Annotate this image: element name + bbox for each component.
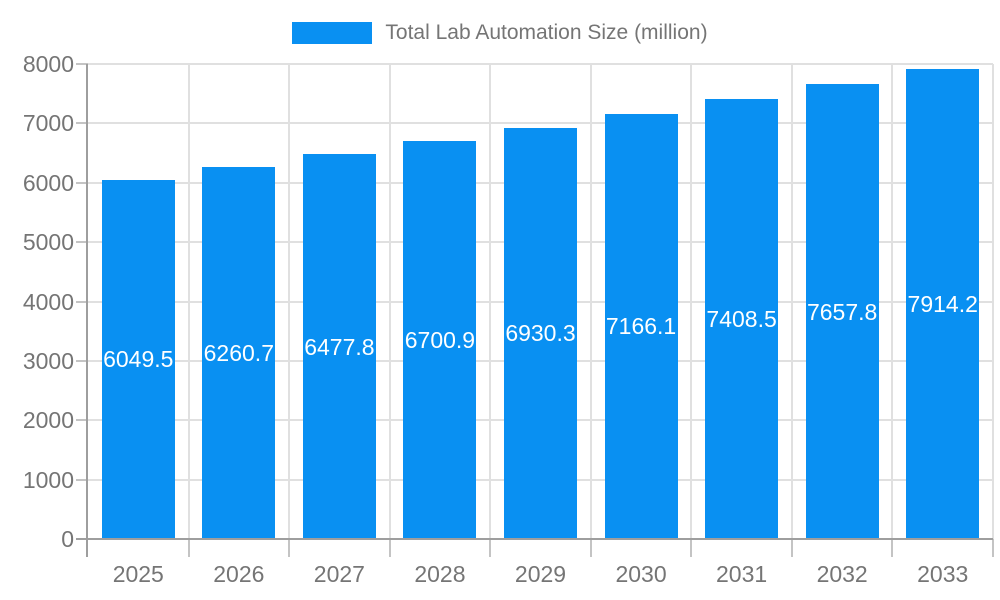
y-axis-tick xyxy=(76,241,88,244)
x-axis-tick xyxy=(589,539,592,557)
y-axis-tick-label: 6000 xyxy=(22,169,74,196)
gridline-vertical xyxy=(187,64,190,539)
x-axis-tick xyxy=(489,539,492,557)
bar-value-label: 7166.1 xyxy=(605,313,677,340)
bar-2030[interactable] xyxy=(604,113,678,539)
bar-value-label: 6700.9 xyxy=(404,327,476,354)
x-axis-tick-label: 2033 xyxy=(917,561,969,587)
y-axis-tick-label: 4000 xyxy=(22,288,74,315)
x-axis-tick xyxy=(288,539,291,557)
y-axis-tick-label: 8000 xyxy=(22,51,74,77)
gridline-horizontal xyxy=(88,122,993,125)
bar-2027[interactable] xyxy=(302,154,376,539)
y-axis-line xyxy=(86,64,88,557)
bar-value-label: 6049.5 xyxy=(103,346,174,373)
gridline-vertical xyxy=(790,64,793,539)
legend-label: Total Lab Automation Size (million) xyxy=(385,21,708,44)
gridline-vertical xyxy=(589,64,592,539)
y-axis-tick xyxy=(76,419,88,422)
y-axis-tick xyxy=(76,122,88,125)
bar-value-label: 7914.2 xyxy=(907,291,978,318)
y-axis-tick-label: 7000 xyxy=(22,110,74,137)
gridline-horizontal xyxy=(88,63,993,65)
bar-2028[interactable] xyxy=(403,141,477,539)
legend-swatch-icon xyxy=(292,22,373,44)
x-axis-tick-label: 2026 xyxy=(213,561,265,587)
y-axis-tick xyxy=(76,359,88,362)
bar-2029[interactable] xyxy=(504,127,577,539)
gridline-vertical xyxy=(690,64,693,539)
bar-2031[interactable] xyxy=(705,99,779,539)
y-axis-tick xyxy=(76,478,88,481)
y-axis-tick-label: 3000 xyxy=(22,347,74,374)
x-axis-tick-label: 2029 xyxy=(514,561,567,587)
x-axis-line xyxy=(76,538,993,540)
bar-2033[interactable] xyxy=(906,69,980,539)
x-axis-tick-label: 2027 xyxy=(313,561,365,587)
x-axis-tick xyxy=(388,539,391,557)
x-axis-tick xyxy=(790,539,793,557)
y-axis-tick-label: 0 xyxy=(61,526,74,552)
bar-value-label: 7408.5 xyxy=(706,306,777,333)
gridline-vertical xyxy=(388,64,391,539)
x-axis-tick-label: 2028 xyxy=(414,561,466,587)
gridline-vertical xyxy=(489,64,492,539)
y-axis-tick xyxy=(76,300,88,303)
y-axis-tick-label: 5000 xyxy=(22,229,74,256)
bar-value-label: 6260.7 xyxy=(203,340,274,367)
x-axis-tick-label: 2032 xyxy=(816,561,868,587)
bar-2025[interactable] xyxy=(101,179,175,539)
gridline-vertical xyxy=(288,64,291,539)
legend[interactable]: Total Lab Automation Size (million) xyxy=(0,21,1000,45)
bar-value-label: 6477.8 xyxy=(304,333,375,360)
x-axis-tick xyxy=(187,539,190,557)
bar-value-label: 7657.8 xyxy=(806,298,878,325)
x-axis-tick xyxy=(992,539,994,557)
y-axis-tick-label: 2000 xyxy=(22,407,74,434)
x-axis-tick-label: 2031 xyxy=(716,561,768,587)
bar-2026[interactable] xyxy=(202,167,276,539)
bar-2032[interactable] xyxy=(805,84,879,539)
x-axis-tick xyxy=(891,539,894,557)
y-axis-tick xyxy=(76,63,88,65)
x-axis-tick-label: 2025 xyxy=(112,561,164,587)
bar-value-label: 6930.3 xyxy=(505,320,576,347)
x-axis-tick-label: 2030 xyxy=(615,561,667,587)
y-axis-tick xyxy=(76,181,88,184)
x-axis-tick xyxy=(690,539,693,557)
y-axis-tick-label: 1000 xyxy=(22,466,74,493)
gridline-vertical xyxy=(992,64,994,539)
gridline-vertical xyxy=(891,64,894,539)
